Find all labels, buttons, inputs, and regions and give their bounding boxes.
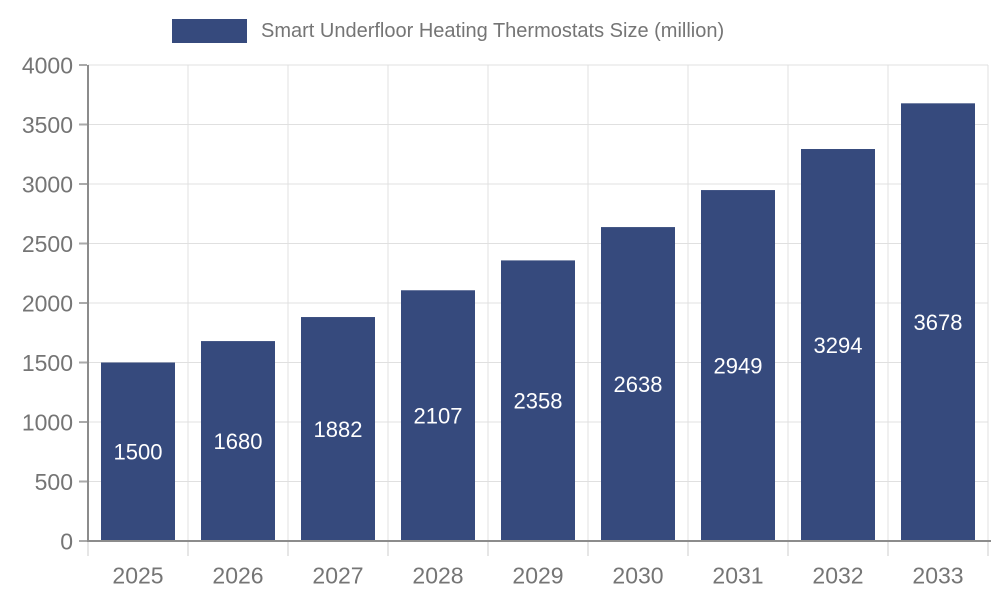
bar-value-label: 1500 <box>114 440 163 465</box>
x-category-label: 2033 <box>912 562 963 588</box>
bar-value-label: 2358 <box>514 389 563 414</box>
bar-2031[interactable] <box>701 190 775 541</box>
bar-2025[interactable] <box>101 362 175 542</box>
bar-value-label: 3294 <box>814 333 863 358</box>
legend-item[interactable]: Smart Underfloor Heating Thermostats Siz… <box>172 19 724 43</box>
y-tick-label: 500 <box>35 469 73 495</box>
y-tick-label: 3000 <box>22 171 73 197</box>
y-tick-label: 2500 <box>22 231 73 257</box>
y-tick-label: 3500 <box>22 112 73 138</box>
legend-label: Smart Underfloor Heating Thermostats Siz… <box>261 19 725 42</box>
x-category-label: 2027 <box>312 562 363 588</box>
x-category-label: 2026 <box>212 562 263 588</box>
bar-value-label: 2949 <box>714 353 763 378</box>
y-tick-label: 0 <box>60 528 73 554</box>
bar-2028[interactable] <box>401 290 475 541</box>
bar-2030[interactable] <box>601 227 675 541</box>
x-category-label: 2031 <box>712 562 763 588</box>
x-category-label: 2025 <box>112 562 163 588</box>
bar-value-label: 2638 <box>614 372 663 397</box>
bar-2026[interactable] <box>201 341 275 541</box>
bar-value-label: 3678 <box>914 310 963 335</box>
y-tick-label: 2000 <box>22 290 73 316</box>
y-tick-label: 1500 <box>22 350 73 376</box>
bar-2027[interactable] <box>301 317 375 541</box>
y-tick-label: 1000 <box>22 409 73 435</box>
legend-swatch <box>172 19 247 43</box>
bar-2029[interactable] <box>501 260 575 541</box>
bar-value-label: 1680 <box>214 429 263 454</box>
x-category-label: 2029 <box>512 562 563 588</box>
bar-2033[interactable] <box>901 103 975 542</box>
x-category-label: 2032 <box>812 562 863 588</box>
x-category-label: 2030 <box>612 562 663 588</box>
bar-value-label: 2107 <box>414 404 463 429</box>
y-tick-label: 4000 <box>22 52 73 78</box>
x-category-label: 2028 <box>412 562 463 588</box>
bar-value-label: 1882 <box>314 417 363 442</box>
bar-2032[interactable] <box>801 149 875 541</box>
